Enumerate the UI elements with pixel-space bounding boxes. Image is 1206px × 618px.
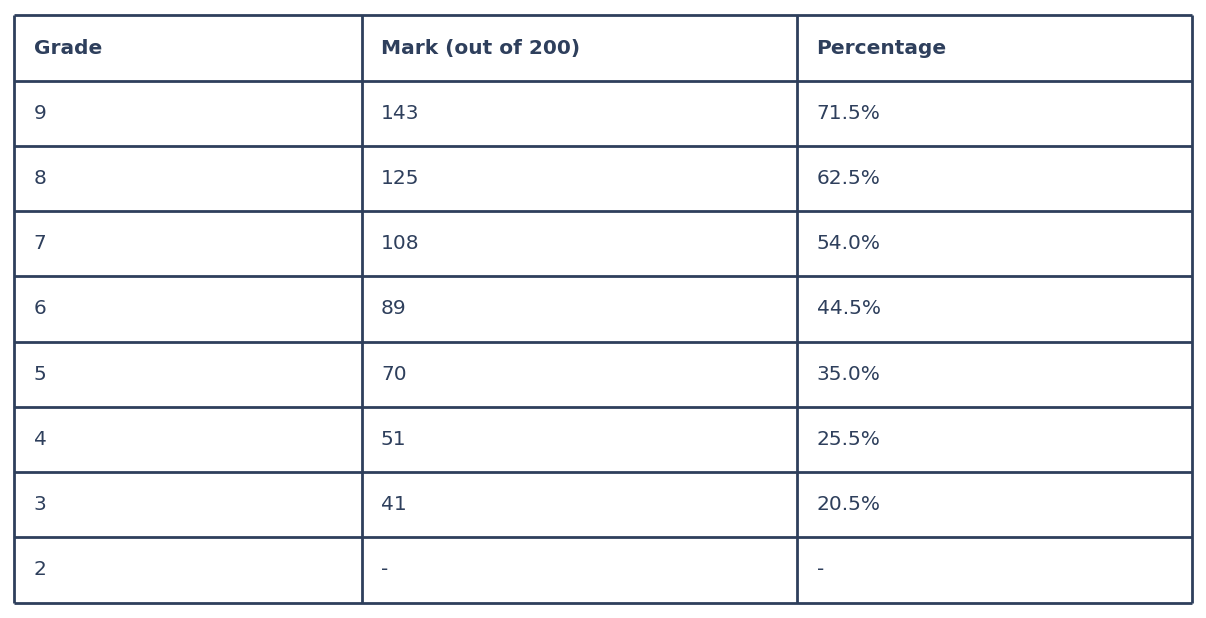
Text: 4: 4	[34, 430, 47, 449]
Text: Percentage: Percentage	[816, 38, 947, 57]
Text: 125: 125	[381, 169, 420, 188]
Text: 25.5%: 25.5%	[816, 430, 880, 449]
Text: 143: 143	[381, 104, 420, 123]
Text: 71.5%: 71.5%	[816, 104, 880, 123]
Text: 70: 70	[381, 365, 406, 384]
Text: 20.5%: 20.5%	[816, 495, 880, 514]
Text: 7: 7	[34, 234, 47, 253]
Text: 8: 8	[34, 169, 47, 188]
Text: Mark (out of 200): Mark (out of 200)	[381, 38, 580, 57]
Text: 54.0%: 54.0%	[816, 234, 880, 253]
Text: 44.5%: 44.5%	[816, 300, 880, 318]
Text: 62.5%: 62.5%	[816, 169, 880, 188]
Text: Grade: Grade	[34, 38, 103, 57]
Text: 51: 51	[381, 430, 406, 449]
Text: 3: 3	[34, 495, 47, 514]
Text: 41: 41	[381, 495, 406, 514]
Text: 5: 5	[34, 365, 47, 384]
Text: 35.0%: 35.0%	[816, 365, 880, 384]
Text: -: -	[381, 561, 388, 580]
Text: 9: 9	[34, 104, 47, 123]
Text: -: -	[816, 561, 824, 580]
Text: 89: 89	[381, 300, 406, 318]
Text: 6: 6	[34, 300, 47, 318]
Text: 108: 108	[381, 234, 420, 253]
Text: 2: 2	[34, 561, 47, 580]
